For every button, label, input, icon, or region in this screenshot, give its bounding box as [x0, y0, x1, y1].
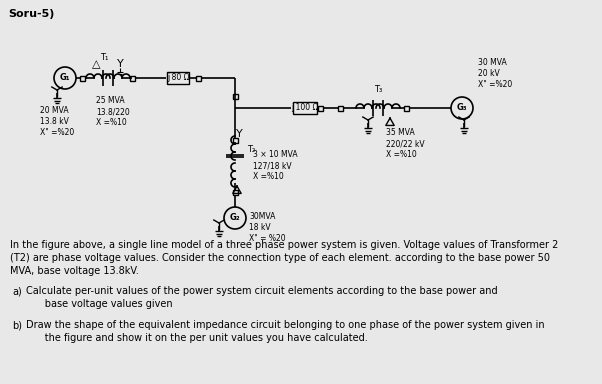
Text: j 100 Ω: j 100 Ω [291, 104, 318, 113]
Bar [338, 106, 343, 111]
Text: 35 MVA
220/22 kV
X =%10: 35 MVA 220/22 kV X =%10 [386, 128, 424, 159]
Bar [232, 137, 238, 142]
Bar [232, 189, 238, 195]
Bar [403, 106, 409, 111]
Text: T₂: T₂ [247, 146, 255, 154]
Text: 25 MVA
13.8/220
X =%10: 25 MVA 13.8/220 X =%10 [96, 96, 130, 127]
Text: G₃: G₃ [457, 104, 467, 113]
Bar [293, 102, 317, 114]
Text: T₁: T₁ [100, 53, 108, 63]
Text: 30 MVA
20 kV
X" =%20: 30 MVA 20 kV X" =%20 [478, 58, 512, 89]
Bar [232, 93, 238, 99]
Text: 30MVA
18 kV
X" = %20: 30MVA 18 kV X" = %20 [249, 212, 285, 243]
Text: a): a) [12, 286, 22, 296]
Text: In the figure above, a single line model of a three phase power system is given.: In the figure above, a single line model… [10, 240, 559, 276]
Text: T₃: T₃ [374, 86, 382, 94]
Text: G₁: G₁ [60, 73, 70, 83]
Bar [79, 76, 84, 81]
Text: Calculate per-unit values of the power system circuit elements according to the : Calculate per-unit values of the power s… [26, 286, 498, 309]
Text: △: △ [92, 59, 101, 69]
Text: 20 MVA
13.8 kV
X" =%20: 20 MVA 13.8 kV X" =%20 [40, 106, 74, 137]
Text: 3 × 10 MVA
127/18 kV
X =%10: 3 × 10 MVA 127/18 kV X =%10 [253, 150, 297, 181]
Text: Y: Y [117, 59, 123, 69]
Text: j 80 Ω: j 80 Ω [167, 73, 189, 83]
Bar [317, 106, 323, 111]
Bar [129, 76, 134, 81]
Bar [167, 72, 189, 84]
Bar [196, 76, 200, 81]
Text: b): b) [12, 320, 22, 330]
Text: Y: Y [235, 129, 243, 139]
Text: G₂: G₂ [230, 214, 240, 222]
Text: Soru-5): Soru-5) [8, 9, 54, 19]
Text: Draw the shape of the equivalent impedance circuit belonging to one phase of the: Draw the shape of the equivalent impedan… [26, 320, 545, 343]
